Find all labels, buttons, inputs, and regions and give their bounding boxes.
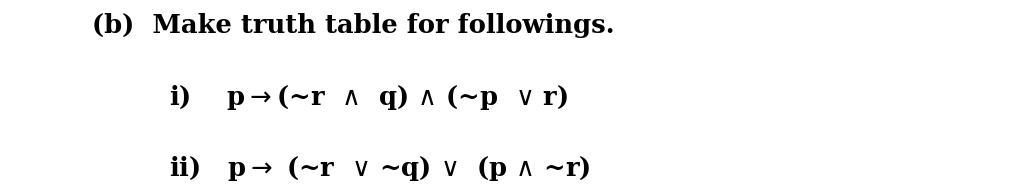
Text: (b)  Make truth table for followings.: (b) Make truth table for followings. [92, 13, 614, 38]
Text: ii)   p$\rightarrow$ (~r  $\vee$ ~q) $\vee$  (p $\wedge$ ~r): ii) p$\rightarrow$ (~r $\vee$ ~q) $\vee$… [169, 154, 591, 183]
Text: i)    p$\rightarrow$(~r  $\wedge$  q) $\wedge$ (~p  $\vee$ r): i) p$\rightarrow$(~r $\wedge$ q) $\wedge… [169, 83, 568, 112]
